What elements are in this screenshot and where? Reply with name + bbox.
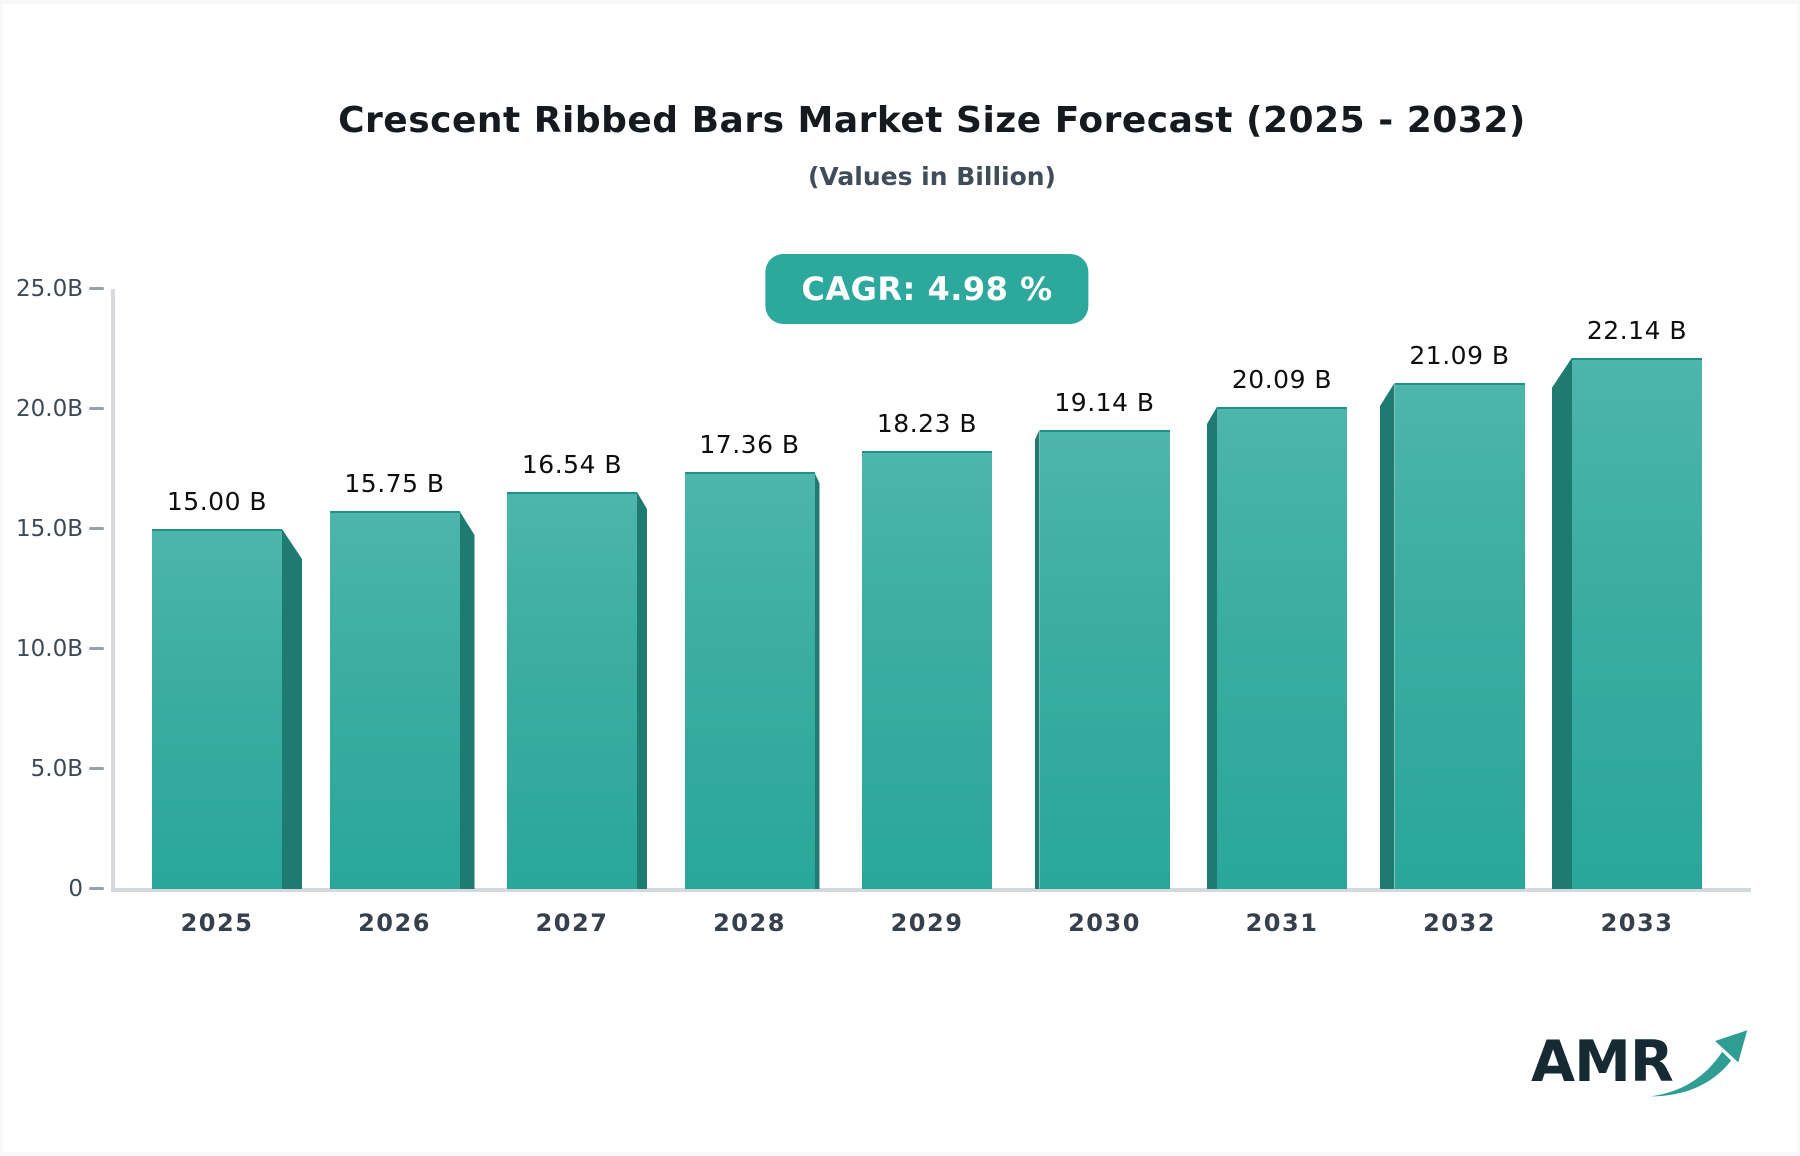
amr-logo-text: AMR xyxy=(1531,1029,1674,1095)
x-axis-label-2029: 2029 xyxy=(890,909,964,937)
y-axis-tick xyxy=(89,407,104,410)
x-axis-label-2025: 2025 xyxy=(180,909,254,937)
y-axis-tick xyxy=(89,887,104,890)
y-axis-tick-label: 0 xyxy=(68,876,83,902)
bar-value-label: 22.14 B xyxy=(1586,315,1688,345)
y-axis-tick-label: 15.0B xyxy=(16,516,83,542)
y-axis-tick-label: 5.0B xyxy=(30,756,83,782)
bar-side-panel xyxy=(814,472,820,889)
bar-value-label: 17.36 B xyxy=(699,430,800,460)
bar-value-label: 16.54 B xyxy=(521,450,623,480)
trend-up-arrow-icon xyxy=(1650,1030,1748,1097)
bar-2025 xyxy=(152,529,282,889)
y-axis-tick xyxy=(89,767,104,770)
bar-2030 xyxy=(1039,429,1170,889)
x-axis-label-2031: 2031 xyxy=(1245,909,1319,937)
amr-logo: AMR xyxy=(1531,1029,1748,1110)
cagr-badge: CAGR: 4.98 % xyxy=(765,254,1089,324)
y-axis-tick xyxy=(89,527,104,530)
bar-2028 xyxy=(684,472,815,889)
x-axis-label-2027: 2027 xyxy=(535,909,609,937)
bar-value-label: 15.00 B xyxy=(166,487,268,516)
y-axis-tick-label: 20.0B xyxy=(16,396,83,422)
chart-title: Crescent Ribbed Bars Market Size Forecas… xyxy=(338,100,1526,141)
x-axis-line xyxy=(111,888,1751,892)
bar-value-label: 15.75 B xyxy=(344,469,445,498)
bar-2033 xyxy=(1572,357,1702,889)
chart-subtitle: (Values in Billion) xyxy=(808,162,1056,191)
x-axis-label-2028: 2028 xyxy=(713,909,786,937)
bar-side-panel xyxy=(459,511,475,889)
bar-2026 xyxy=(329,511,460,889)
x-axis-label-2033: 2033 xyxy=(1600,909,1674,937)
bar-value-label: 20.09 B xyxy=(1231,364,1333,394)
y-axis-tick-label: 25.0B xyxy=(16,276,83,302)
x-axis-label-2030: 2030 xyxy=(1068,909,1141,937)
bar-value-label: 21.09 B xyxy=(1409,340,1510,370)
y-axis-line xyxy=(111,289,115,892)
bar-side-panel xyxy=(1207,406,1217,889)
x-axis-label-2032: 2032 xyxy=(1423,909,1496,937)
chart-card: Crescent Ribbed Bars Market Size Forecas… xyxy=(3,4,1797,1152)
bar-side-panel xyxy=(1379,382,1395,889)
bar-value-label: 18.23 B xyxy=(876,409,978,439)
bar-2029 xyxy=(862,451,992,889)
y-axis-tick-label: 10.0B xyxy=(16,636,83,662)
x-axis-label-2026: 2026 xyxy=(358,909,431,937)
y-axis-tick xyxy=(89,287,104,290)
bar-2031 xyxy=(1217,406,1347,889)
bar-side-panel xyxy=(637,492,647,889)
y-axis-tick xyxy=(89,647,104,650)
bar-2032 xyxy=(1394,382,1525,889)
bar-side-panel xyxy=(282,529,302,889)
bar-value-label: 19.14 B xyxy=(1054,387,1155,417)
bar-side-panel xyxy=(1034,429,1040,889)
bar-side-panel xyxy=(1552,357,1572,889)
bar-2027 xyxy=(507,492,637,889)
